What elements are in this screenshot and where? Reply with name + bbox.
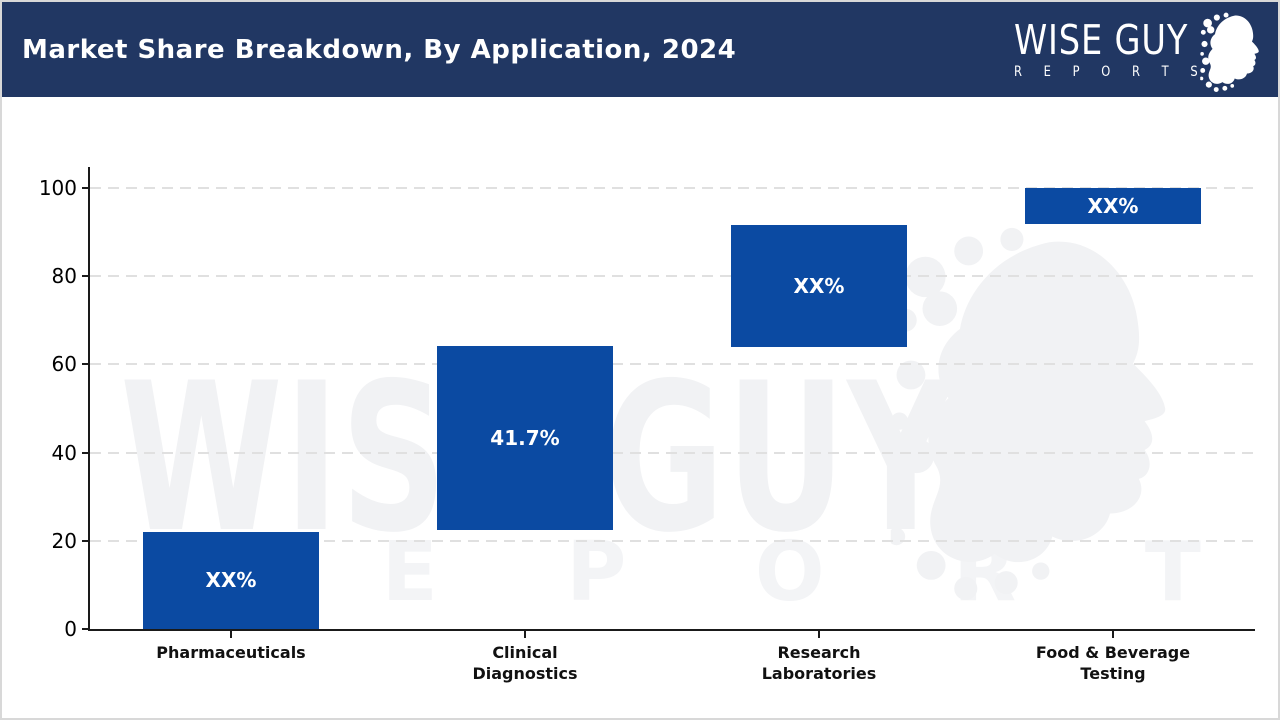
y-tickmark-60 [82,363,90,366]
gridline-80 [90,275,1255,278]
logo-wordmark: WISE GUY [1014,16,1189,64]
gridline-100 [90,187,1255,189]
x-tickmark-2 [818,631,820,638]
logo-text: WISE GUY R E P O R T S [1014,16,1207,80]
y-tick-label-60: 60 [51,352,77,377]
gridline-40 [90,451,1255,454]
bar-food-beverage-testing: XX% [1025,188,1201,225]
x-category-label-3: Food & Beverage Testing [1035,643,1191,683]
y-tickmark-40 [82,451,90,454]
y-tick-label-80: 80 [51,264,77,289]
bar-value-label: XX% [205,568,257,593]
x-axis-line [88,629,1255,631]
bar-pharmaceuticals: XX% [143,531,319,629]
y-tick-label-0: 0 [64,617,77,641]
y-tickmark-100 [82,187,90,189]
gridline-60 [90,363,1255,366]
y-tick-label-100: 100 [38,176,77,200]
y-tickmark-20 [82,539,90,542]
chart-title: Market Share Breakdown, By Application, … [22,34,737,65]
y-tick-label-40: 40 [51,440,77,465]
y-axis-line [88,167,90,631]
chart-plot-area: WISE GUY R E P O R T S 020406080100XX%Ph… [2,97,1278,718]
y-tickmark-80 [82,275,90,278]
x-tickmark-1 [524,631,526,638]
watermark-face-icon [890,225,1180,600]
logo-face-icon [1198,12,1264,92]
wise-guy-logo: WISE GUY R E P O R T S [1014,6,1264,94]
bar-value-label: 41.7% [490,426,560,451]
bar-value-label: XX% [793,274,845,299]
gridline-20 [90,539,1255,542]
bar-value-label: XX% [1087,194,1139,219]
x-category-label-0: Pharmaceuticals [156,643,306,662]
y-tick-label-20: 20 [51,528,77,553]
header-bar: Market Share Breakdown, By Application, … [2,2,1278,97]
x-category-label-2: Research Laboratories [761,643,877,683]
y-tickmark-0 [82,628,90,630]
x-category-label-1: Clinical Diagnostics [472,643,578,683]
bar-research-laboratories: XX% [731,225,907,348]
bar-clinical-diagnostics: 41.7% [437,346,613,531]
x-tickmark-0 [230,631,232,638]
x-tickmark-3 [1112,631,1114,638]
logo-subtitle: R E P O R T S [1014,64,1207,80]
